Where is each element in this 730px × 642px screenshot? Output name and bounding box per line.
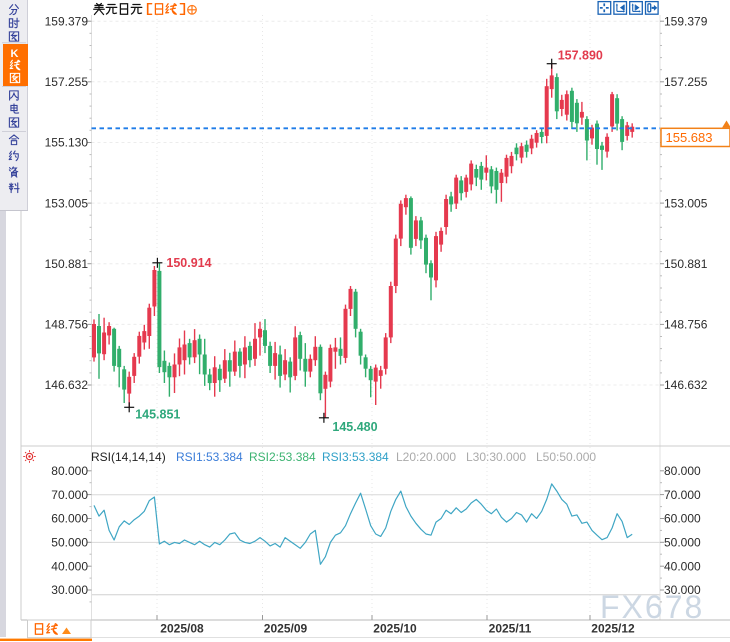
svg-text:157.255: 157.255 [45,75,89,89]
svg-text:150.881: 150.881 [45,257,89,271]
svg-text:50.000: 50.000 [664,536,701,550]
svg-text:40.000: 40.000 [51,559,88,573]
svg-text:153.005: 153.005 [664,196,708,210]
svg-text:146.632: 146.632 [664,378,708,392]
svg-text:146.632: 146.632 [45,378,89,392]
svg-text:155.130: 155.130 [45,136,89,150]
svg-text:159.379: 159.379 [664,14,708,28]
svg-text:40.000: 40.000 [664,559,701,573]
svg-text:2025/08: 2025/08 [160,622,204,636]
svg-text:150.914: 150.914 [166,256,211,270]
svg-text:2025/09: 2025/09 [264,622,308,636]
svg-text:145.480: 145.480 [332,420,377,434]
svg-text:L50:50.000: L50:50.000 [536,450,596,464]
svg-text:L20:20.000: L20:20.000 [396,450,456,464]
svg-text:148.756: 148.756 [664,318,708,332]
svg-text:145.851: 145.851 [135,407,180,421]
svg-text:80.000: 80.000 [664,464,701,478]
svg-text:150.881: 150.881 [664,257,708,271]
svg-text:159.379: 159.379 [45,14,89,28]
svg-text:L30:30.000: L30:30.000 [466,450,526,464]
svg-text:70.000: 70.000 [664,488,701,502]
svg-text:RSI1:53.384: RSI1:53.384 [176,450,243,464]
svg-text:157.255: 157.255 [664,75,708,89]
svg-text:60.000: 60.000 [51,512,88,526]
svg-text:2025/11: 2025/11 [489,622,532,636]
svg-text:30.000: 30.000 [51,583,88,597]
svg-text:RSI2:53.384: RSI2:53.384 [249,450,316,464]
svg-text:2025/12: 2025/12 [591,622,635,636]
svg-text:K: K [11,48,19,60]
svg-text:RSI(14,14,14): RSI(14,14,14) [91,450,166,464]
svg-text:153.005: 153.005 [45,196,89,210]
svg-text:148.756: 148.756 [45,318,89,332]
svg-text:70.000: 70.000 [51,488,88,502]
svg-text:80.000: 80.000 [51,464,88,478]
svg-text:50.000: 50.000 [51,536,88,550]
svg-text:2025/10: 2025/10 [373,622,417,636]
svg-text:FX678: FX678 [600,589,704,625]
svg-text:157.890: 157.890 [558,49,603,63]
svg-text:60.000: 60.000 [664,512,701,526]
svg-text:30.000: 30.000 [664,583,701,597]
svg-text:155.683: 155.683 [666,130,713,145]
svg-text:RSI3:53.384: RSI3:53.384 [322,450,389,464]
